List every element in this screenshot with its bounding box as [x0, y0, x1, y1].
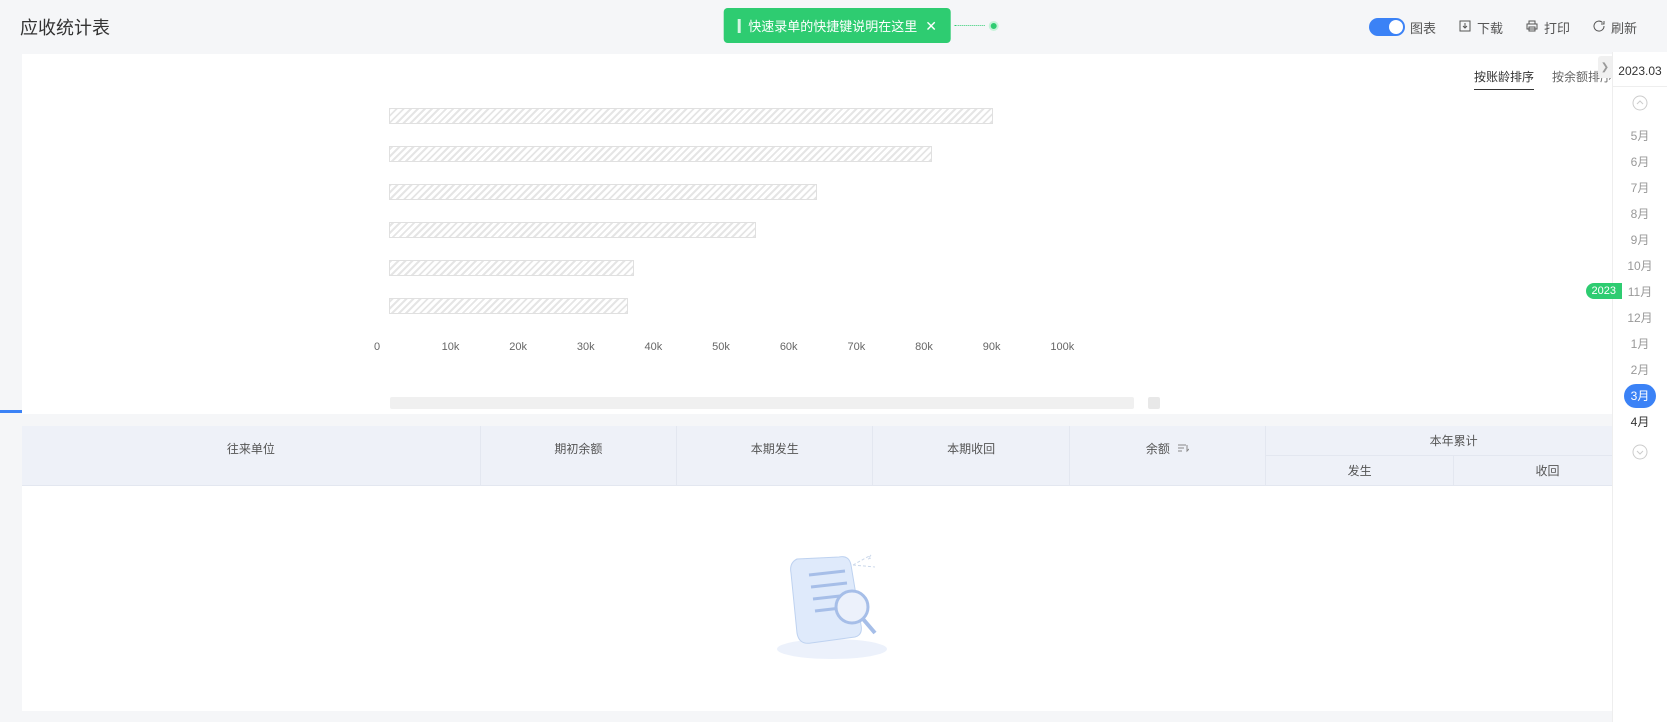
chart-panel: 按账龄排序 按余额排序 0 10k 20k 30k 40k 50k 60k 70k 80k 90k…: [22, 54, 1642, 414]
month-option[interactable]: 1月: [1624, 332, 1656, 356]
col-opening[interactable]: 期初余额: [481, 426, 677, 486]
month-option[interactable]: 12月: [1624, 306, 1656, 330]
print-icon: [1525, 19, 1539, 36]
chart-toggle-switch[interactable]: [1369, 18, 1405, 36]
table-header: 往来单位 期初余额 本期发生 本期收回 余额 本年累计 发生 收回: [22, 426, 1642, 486]
table-body-empty: [22, 486, 1642, 711]
col-unit[interactable]: 往来单位: [22, 426, 481, 486]
chart-bar[interactable]: [390, 223, 755, 237]
x-axis: 010k20k30k40k50k60k70k80k90k100k: [382, 341, 1142, 369]
month-list: 5月6月7月8月9月10月11月12月1月2月3月4月: [1624, 122, 1656, 436]
bar-chart: 010k20k30k40k50k60k70k80k90k100k: [382, 109, 1142, 369]
date-sidebar: 2023.03 5月6月7月8月9月10月11月12月1月2月3月4月: [1612, 52, 1667, 722]
axis-tick: 50k: [712, 341, 730, 353]
notification-connector: [955, 25, 985, 26]
col-occur[interactable]: 本期发生: [677, 426, 873, 486]
chart-bar[interactable]: [390, 261, 633, 275]
chart-scrollbar-track[interactable]: [390, 397, 1134, 409]
close-icon[interactable]: ✕: [925, 19, 937, 33]
col-yearsum: 本年累计 发生 收回: [1266, 426, 1642, 486]
col-balance-label: 余额: [1146, 442, 1170, 456]
sort-tabs: 按账龄排序 按余额排序: [1474, 68, 1612, 90]
month-option[interactable]: 7月: [1624, 176, 1656, 200]
refresh-icon: [1592, 19, 1606, 36]
month-option[interactable]: 2月: [1624, 358, 1656, 382]
notification-dot: [989, 21, 999, 31]
shortcut-notification: 快速录单的快捷键说明在这里 ✕: [723, 8, 999, 43]
chart-bar[interactable]: [390, 185, 816, 199]
month-option[interactable]: 8月: [1624, 202, 1656, 226]
chart-bar[interactable]: [390, 147, 931, 161]
current-period[interactable]: 2023.03: [1613, 56, 1667, 87]
sort-by-age-tab[interactable]: 按账龄排序: [1474, 68, 1534, 90]
download-button[interactable]: 下载: [1458, 18, 1503, 37]
month-option[interactable]: 9月: [1624, 228, 1656, 252]
month-option[interactable]: 5月: [1624, 124, 1656, 148]
refresh-label: 刷新: [1611, 18, 1637, 37]
scroll-down-icon[interactable]: [1632, 444, 1648, 463]
col-balance[interactable]: 余额: [1070, 426, 1266, 486]
notification-text: 快速录单的快捷键说明在这里: [748, 16, 917, 35]
axis-tick: 70k: [847, 341, 865, 353]
axis-tick: 0: [374, 341, 380, 353]
chart-toggle-label: 图表: [1410, 18, 1436, 37]
axis-tick: 30k: [577, 341, 595, 353]
download-label: 下载: [1477, 18, 1503, 37]
col-recover[interactable]: 本期收回: [873, 426, 1069, 486]
month-option[interactable]: 11月: [1624, 280, 1656, 304]
month-option[interactable]: 10月: [1624, 254, 1656, 278]
axis-tick: 100k: [1050, 341, 1074, 353]
download-icon: [1458, 19, 1472, 36]
chart-bar[interactable]: [390, 299, 627, 313]
month-option[interactable]: 3月: [1624, 384, 1656, 408]
chart-bar[interactable]: [390, 109, 992, 123]
toolbar: 图表 下载 打印 刷新: [1369, 18, 1637, 37]
receivables-table: 往来单位 期初余额 本期发生 本期收回 余额 本年累计 发生 收回: [22, 426, 1642, 711]
sort-icon[interactable]: [1177, 442, 1189, 456]
col-yearsum-label: 本年累计: [1266, 426, 1641, 456]
axis-tick: 40k: [645, 341, 663, 353]
chart-toggle-item[interactable]: 图表: [1369, 18, 1436, 37]
year-badge: 2023: [1586, 283, 1622, 299]
month-option[interactable]: 6月: [1624, 150, 1656, 174]
axis-tick: 20k: [509, 341, 527, 353]
print-label: 打印: [1544, 18, 1570, 37]
empty-illustration: [757, 529, 907, 669]
page-title: 应收统计表: [20, 14, 110, 40]
axis-tick: 80k: [915, 341, 933, 353]
collapse-sidebar-tab[interactable]: ❯: [1598, 56, 1612, 78]
axis-tick: 60k: [780, 341, 798, 353]
axis-tick: 10k: [442, 341, 460, 353]
print-button[interactable]: 打印: [1525, 18, 1570, 37]
notification-accent-bar: [737, 19, 740, 33]
section-accent: [0, 410, 22, 413]
notification-box[interactable]: 快速录单的快捷键说明在这里 ✕: [723, 8, 951, 43]
month-option[interactable]: 4月: [1624, 410, 1656, 434]
refresh-button[interactable]: 刷新: [1592, 18, 1637, 37]
page-header: 应收统计表 快速录单的快捷键说明在这里 ✕ 图表 下载 打印: [0, 0, 1667, 54]
col-year-occur[interactable]: 发生: [1266, 456, 1454, 485]
scroll-up-icon[interactable]: [1632, 95, 1648, 114]
chart-scrollbar-handle[interactable]: [1148, 397, 1160, 409]
axis-tick: 90k: [983, 341, 1001, 353]
